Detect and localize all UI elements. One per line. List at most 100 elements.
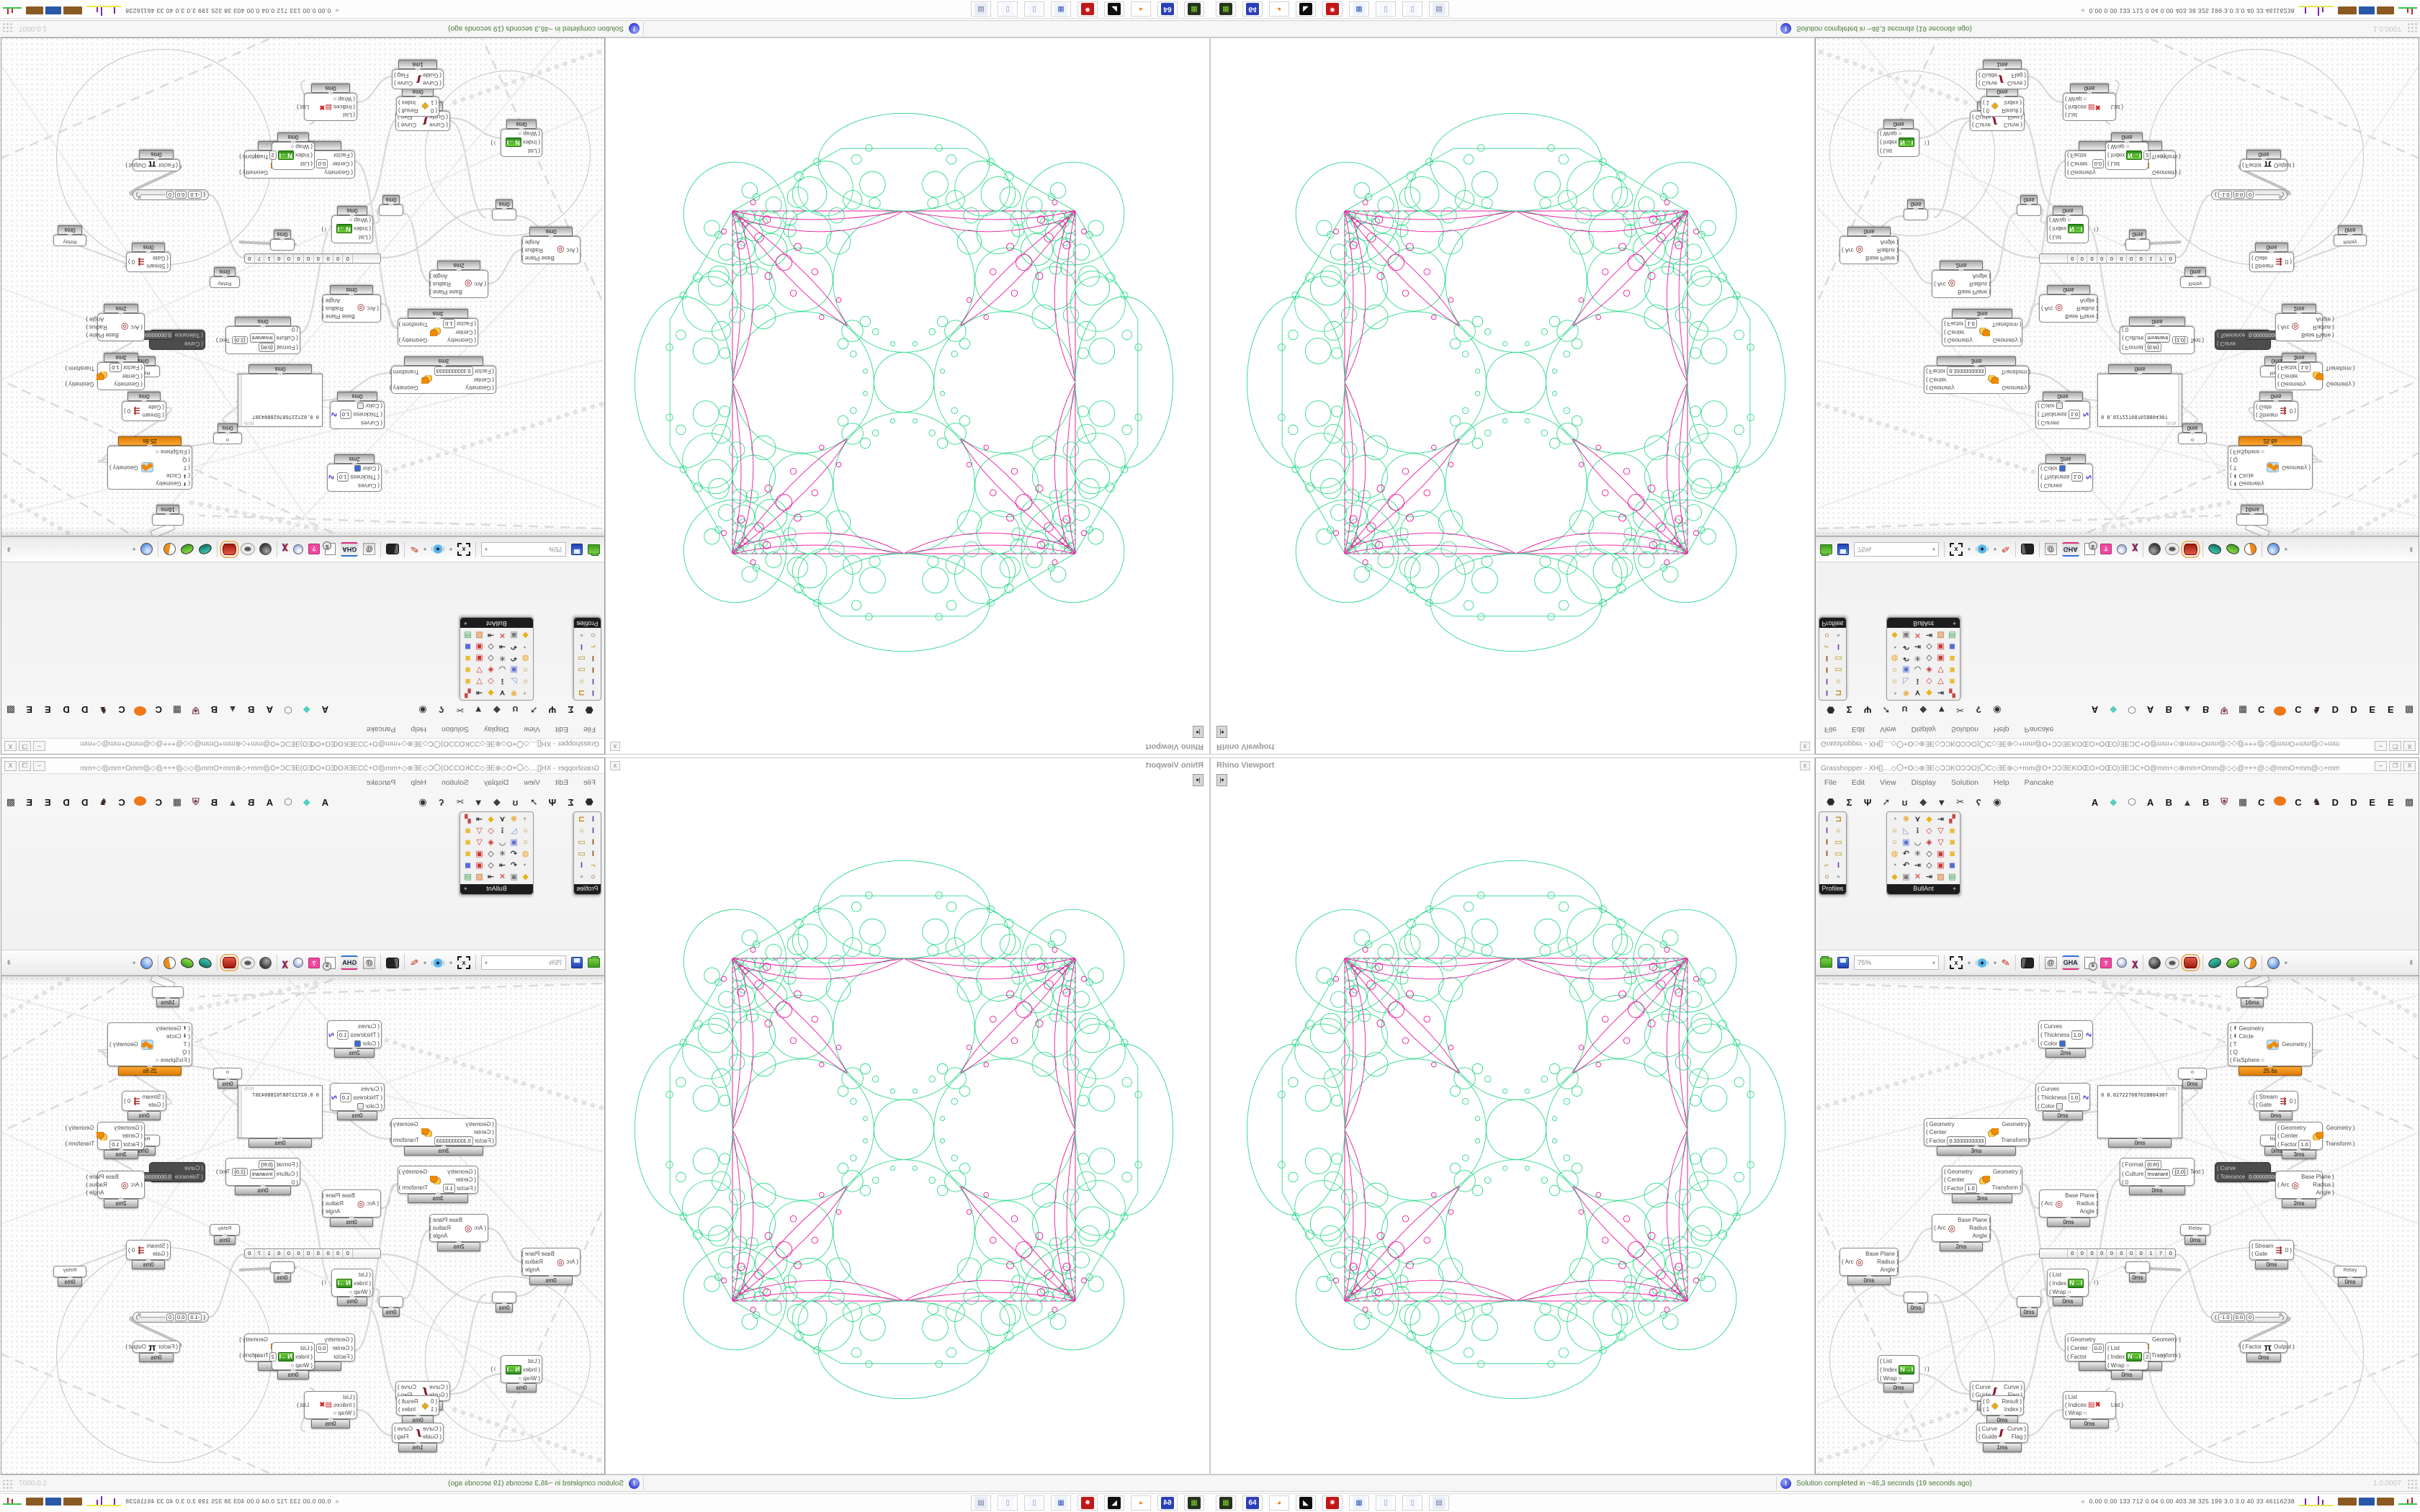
lightbulb-icon[interactable]: [293, 958, 304, 968]
palette-icon[interactable]: ▭: [1834, 665, 1842, 674]
palette-icon[interactable]: ▣: [1937, 861, 1945, 870]
remote-definition-icon[interactable]: @: [363, 956, 376, 969]
component-tab-19[interactable]: ▦: [2238, 796, 2248, 807]
dropdown-arrow-icon[interactable]: ▾: [449, 959, 452, 966]
dropdown-arrow-icon[interactable]: ▾: [2284, 959, 2287, 966]
script-search-icon[interactable]: [325, 956, 336, 969]
palette-icon[interactable]: I: [591, 815, 595, 824]
relay-node[interactable]: 0ms: [1904, 199, 1928, 220]
relay-node[interactable]: o 0ms: [2178, 423, 2207, 444]
menu-view[interactable]: View: [524, 778, 540, 787]
zoom-extents-icon[interactable]: x: [1950, 543, 1963, 556]
palette-icon[interactable]: ◇: [488, 677, 494, 685]
component-tab-28[interactable]: ▩: [6, 705, 16, 716]
component-tab-25[interactable]: D: [63, 704, 70, 716]
menu-display[interactable]: Display: [1911, 725, 1937, 734]
palette-icon[interactable]: ▣: [475, 850, 483, 858]
palette-icon[interactable]: ▣: [510, 631, 518, 639]
component-tab-5[interactable]: ◆: [493, 796, 501, 807]
resize-grip[interactable]: [2407, 1479, 2417, 1489]
menu-pancake[interactable]: Pancake: [366, 725, 396, 734]
lightbulb-icon[interactable]: [2116, 544, 2127, 554]
component-tab-4[interactable]: ʊ: [512, 704, 519, 716]
close-button[interactable]: X: [4, 741, 17, 751]
palette-icon[interactable]: ▣: [1902, 838, 1910, 847]
gh-component-node[interactable]: (Arc ◎ Base Plane) Radius) Angle) 2ms: [1932, 261, 1991, 298]
component-tab-8[interactable]: ʕ: [439, 704, 444, 716]
palette-icon[interactable]: I: [1825, 850, 1829, 858]
gh-component-node[interactable]: (Format {0:R}(Culture Invariant(0 {2,0} Text…: [216, 1158, 300, 1195]
app-notepad2-icon[interactable]: ▯: [1402, 1, 1422, 17]
palette-icon[interactable]: ○: [523, 838, 528, 847]
palette-icon[interactable]: ⌐: [591, 861, 596, 870]
palette-icon[interactable]: ◆: [1926, 815, 1932, 824]
component-tab-22[interactable]: C: [2295, 704, 2302, 716]
component-tab-23[interactable]: ♞: [99, 796, 108, 807]
palette-icon[interactable]: I: [1825, 677, 1829, 685]
palette-icon[interactable]: ▫: [1837, 873, 1840, 881]
gh-component-node[interactable]: (List(Index N→i(Wrap ○ i) 0ms: [2047, 206, 2099, 243]
component-tab-23[interactable]: ♞: [2312, 705, 2321, 716]
palette-icon[interactable]: ⇥: [1937, 688, 1945, 697]
gha-assembly-icon[interactable]: GHA: [2061, 955, 2079, 970]
app-red-badge-icon[interactable]: ✹: [1322, 1495, 1343, 1511]
gh-component-node[interactable]: (Curves(Thickness 1.0(Color ∿ 0ms: [2035, 392, 2091, 429]
app-firefox-icon[interactable]: ◕: [1269, 1, 1289, 17]
component-tab-7[interactable]: ✂: [456, 796, 464, 807]
component-tab-24[interactable]: D: [81, 704, 89, 716]
camera-box-icon[interactable]: [386, 957, 400, 968]
gh-component-node[interactable]: (Stream(Gate ⇶ 0) 0ms: [122, 392, 166, 421]
app-red-badge-icon[interactable]: ✹: [1077, 1495, 1098, 1511]
palette-icon[interactable]: ○: [523, 827, 528, 835]
dna-galapagos-icon[interactable]: χ: [282, 957, 289, 968]
relay-node[interactable]: 0ms: [2017, 1296, 2041, 1317]
palette-icon[interactable]: ▨: [1937, 631, 1945, 639]
gh-component-node[interactable]: (List(Index N→i(Wrap ○ i) 0ms: [321, 1269, 373, 1306]
palette-icon[interactable]: I: [591, 677, 595, 685]
component-tab-27[interactable]: E: [26, 704, 32, 716]
open-file-icon[interactable]: [588, 958, 600, 968]
palette-icon[interactable]: ⌐: [1824, 861, 1829, 870]
palette-icon[interactable]: I: [1837, 642, 1840, 651]
gh-component-node[interactable]: (Geometry(Center(Factor 0.3333333333 Geome…: [390, 356, 496, 394]
number-slider-node[interactable]: (-1.00.00): [2211, 1312, 2287, 1323]
preview-off-icon[interactable]: [259, 956, 272, 969]
palette-icon[interactable]: ⇥: [1914, 642, 1922, 651]
gh-component-node[interactable]: (Arc ◎ Base Plane) Radius) Angle) 2ms: [2275, 1171, 2334, 1208]
grasshopper-titlebar[interactable]: Grasshopper - XH[]....◇〇+O◇⊕ƎE◇ƆƆKOƆƆO)〇…: [1, 738, 604, 754]
palette-icon[interactable]: ↶: [1902, 642, 1910, 651]
palette-icon[interactable]: ◼: [1948, 861, 1956, 870]
palette-icon[interactable]: ❋: [510, 815, 518, 824]
zoom-extents-icon[interactable]: x: [1950, 956, 1963, 969]
app-floppy64-icon[interactable]: 64: [1242, 1, 1263, 17]
gh-component-node[interactable]: (List(Index N→i 2(Wrap ○ i) 0ms: [2105, 132, 2166, 170]
menu-solution[interactable]: Solution: [442, 725, 469, 734]
palette-icon[interactable]: ⇥: [475, 815, 483, 824]
palette-icon[interactable]: ▣: [1902, 631, 1910, 639]
palette-icon[interactable]: ⋎: [1914, 688, 1921, 697]
palette-icon[interactable]: ◙: [1950, 665, 1955, 674]
bean-teal-icon[interactable]: [2207, 956, 2223, 969]
component-tab-15[interactable]: B: [248, 796, 255, 808]
gh-component-node[interactable]: (Arc ◎ Base Plane) Radius) Angle) 0ms: [2039, 1189, 2098, 1227]
palette-icon[interactable]: ◔: [1892, 642, 1897, 651]
palette-footer-bullant[interactable]: BullAnt: [460, 884, 533, 894]
component-tab-18[interactable]: ⛨: [192, 796, 200, 807]
gh-component-node[interactable]: (Geometry(Center(Factor 1.0 Geometry) Tran…: [2275, 1122, 2355, 1159]
preview-shaded-icon[interactable]: [220, 954, 240, 971]
app-notepad-icon[interactable]: ▯: [1376, 1, 1396, 17]
app-notepad2-icon[interactable]: ▯: [1402, 1495, 1422, 1511]
palette-icon[interactable]: ◔: [523, 642, 528, 651]
script-search-icon[interactable]: [2084, 956, 2097, 971]
open-file-icon[interactable]: [588, 544, 600, 554]
palette-icon[interactable]: ◙: [465, 665, 470, 674]
component-tab-0[interactable]: ⬣: [1827, 705, 1835, 716]
script-search-icon[interactable]: [2084, 543, 2095, 556]
gh-component-node[interactable]: (Arc ◎ Base Plane) Radius) Angle) 0ms: [322, 285, 381, 323]
grasshopper-titlebar[interactable]: Grasshopper - XH[]....◇〇+O◇⊕ƎE◇ƆƆKOƆƆO)〇…: [1, 758, 604, 774]
menu-solution[interactable]: Solution: [1951, 725, 1978, 734]
gh-component-node[interactable]: (Arc ◎ Base Plane) Radius) Angle) 0ms: [1839, 1248, 1899, 1285]
component-tab-13[interactable]: ⬡: [2128, 705, 2136, 716]
